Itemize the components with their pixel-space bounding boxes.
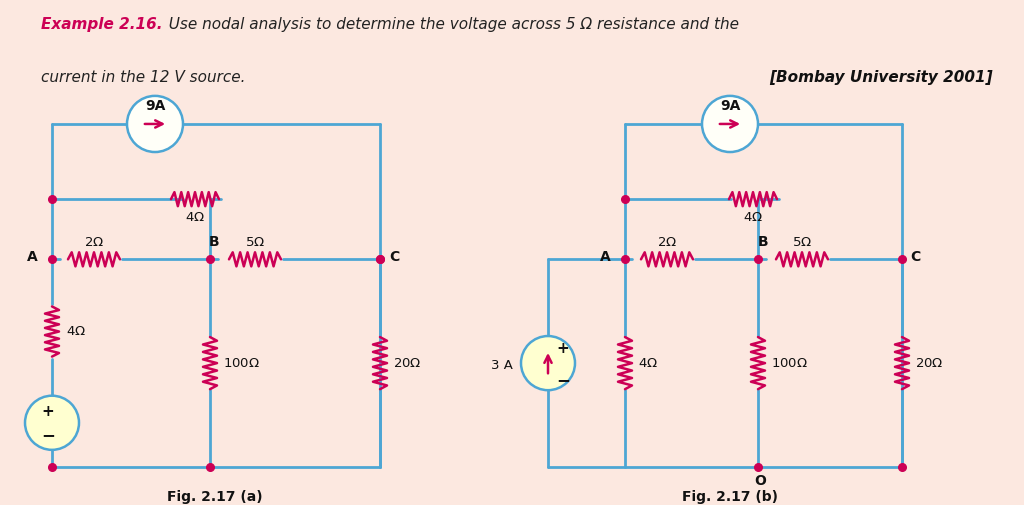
Text: 4$\Omega$: 4$\Omega$ <box>66 325 86 338</box>
Text: 9A: 9A <box>144 99 165 113</box>
Text: 2$\Omega$: 2$\Omega$ <box>84 236 104 249</box>
Text: C: C <box>910 250 921 264</box>
Text: 4$\Omega$: 4$\Omega$ <box>185 211 205 224</box>
Text: 20$\Omega$: 20$\Omega$ <box>393 357 422 370</box>
Text: C: C <box>389 250 399 264</box>
Text: B: B <box>209 235 219 249</box>
Circle shape <box>702 96 758 152</box>
Text: O: O <box>754 474 766 488</box>
Text: +: + <box>557 340 569 356</box>
Text: 5$\Omega$: 5$\Omega$ <box>792 236 812 249</box>
Circle shape <box>127 96 183 152</box>
Text: Fig. 2.17 (b): Fig. 2.17 (b) <box>682 490 778 504</box>
Text: Use nodal analysis to determine the voltage across 5 Ω resistance and the: Use nodal analysis to determine the volt… <box>159 17 738 32</box>
Text: A: A <box>27 250 37 264</box>
Text: 3 A: 3 A <box>492 359 513 372</box>
Text: 100$\Omega$: 100$\Omega$ <box>223 357 260 370</box>
Text: current in the 12 V source.: current in the 12 V source. <box>41 70 246 85</box>
Text: Example 2.16.: Example 2.16. <box>41 17 163 32</box>
Text: −: − <box>41 426 55 444</box>
Text: Fig. 2.17 (a): Fig. 2.17 (a) <box>167 490 263 504</box>
Text: A: A <box>600 250 610 264</box>
Text: 4$\Omega$: 4$\Omega$ <box>638 357 658 370</box>
Circle shape <box>521 336 575 390</box>
Text: 20$\Omega$: 20$\Omega$ <box>915 357 943 370</box>
Circle shape <box>25 396 79 450</box>
Text: 2$\Omega$: 2$\Omega$ <box>657 236 677 249</box>
Text: B: B <box>758 235 768 249</box>
Text: [Bombay University 2001]: [Bombay University 2001] <box>770 70 993 85</box>
Text: 4$\Omega$: 4$\Omega$ <box>743 211 763 224</box>
Text: +: + <box>42 404 54 419</box>
Text: −: − <box>556 371 570 389</box>
Text: 100$\Omega$: 100$\Omega$ <box>771 357 808 370</box>
Text: 5$\Omega$: 5$\Omega$ <box>245 236 265 249</box>
Text: 9A: 9A <box>720 99 740 113</box>
